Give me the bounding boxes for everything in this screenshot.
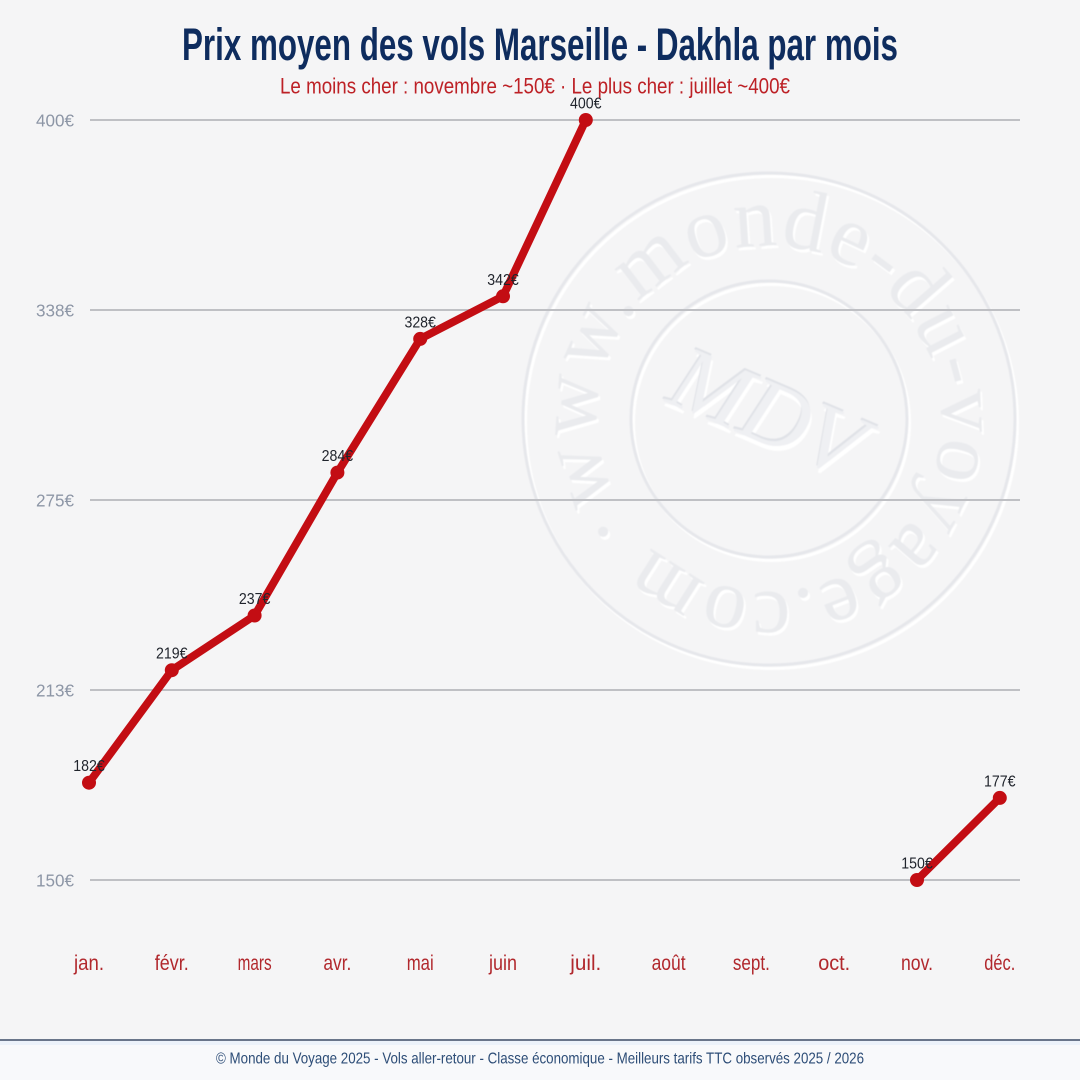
svg-text:342€: 342€ — [487, 272, 519, 289]
svg-text:275€: 275€ — [36, 491, 74, 511]
svg-text:338€: 338€ — [36, 301, 74, 321]
svg-text:328€: 328€ — [404, 314, 436, 331]
svg-text:237€: 237€ — [239, 591, 271, 608]
svg-text:sept.: sept. — [733, 952, 770, 975]
svg-text:mars: mars — [238, 952, 272, 975]
svg-text:© Monde du Voyage 2025 - Vols: © Monde du Voyage 2025 - Vols aller-reto… — [216, 1051, 864, 1068]
svg-text:jan.: jan. — [73, 952, 104, 975]
svg-text:284€: 284€ — [322, 448, 354, 465]
svg-text:177€: 177€ — [984, 773, 1016, 790]
svg-text:182€: 182€ — [73, 758, 105, 775]
svg-text:400€: 400€ — [570, 96, 602, 113]
svg-text:oct.: oct. — [818, 952, 850, 975]
svg-text:juin: juin — [488, 952, 517, 975]
svg-text:219€: 219€ — [156, 646, 188, 663]
svg-text:mai: mai — [407, 952, 434, 975]
svg-text:août: août — [652, 952, 686, 975]
svg-text:213€: 213€ — [36, 681, 74, 701]
svg-text:févr.: févr. — [155, 952, 189, 975]
svg-text:avr.: avr. — [323, 952, 351, 975]
svg-text:150€: 150€ — [36, 871, 74, 891]
svg-text:déc.: déc. — [984, 952, 1015, 975]
svg-text:150€: 150€ — [901, 856, 933, 873]
svg-text:Le moins cher : novembre ~150€: Le moins cher : novembre ~150€ · Le plus… — [280, 74, 790, 99]
svg-text:nov.: nov. — [901, 952, 933, 975]
svg-text:400€: 400€ — [36, 111, 74, 131]
svg-text:juil.: juil. — [569, 952, 601, 975]
svg-text:Prix moyen des vols Marseille: Prix moyen des vols Marseille - Dakhla p… — [182, 19, 898, 70]
